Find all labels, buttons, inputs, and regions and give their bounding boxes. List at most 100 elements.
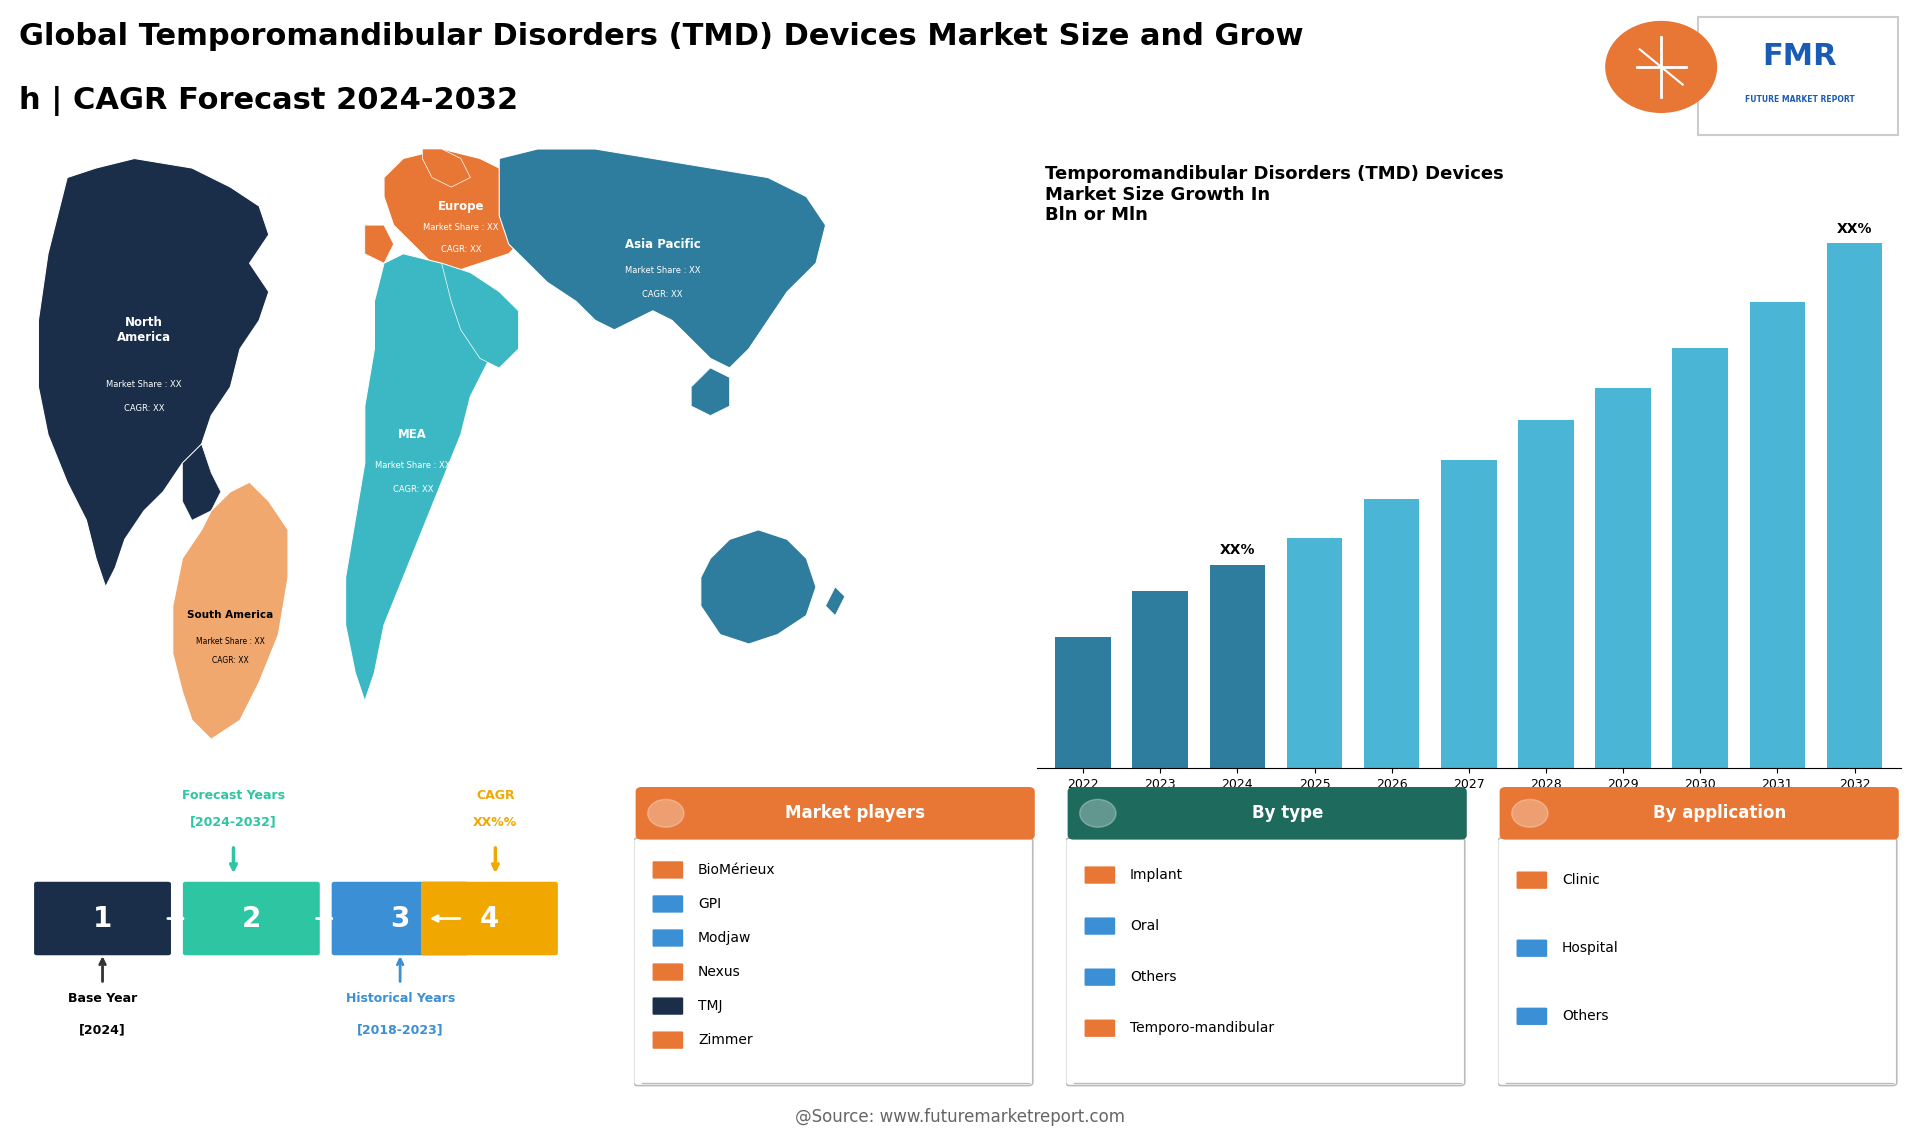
Bar — [1286, 539, 1342, 768]
FancyBboxPatch shape — [653, 997, 684, 1014]
Text: XX%: XX% — [1837, 222, 1872, 236]
Text: BioMérieux: BioMérieux — [699, 863, 776, 877]
Bar — [1672, 348, 1728, 768]
Text: Market players: Market players — [785, 804, 925, 823]
Text: By application: By application — [1653, 804, 1786, 823]
FancyBboxPatch shape — [1517, 871, 1548, 889]
Polygon shape — [365, 225, 394, 264]
Text: TMJ: TMJ — [699, 999, 722, 1013]
FancyBboxPatch shape — [1517, 1007, 1548, 1025]
Polygon shape — [691, 368, 730, 416]
Text: Base Year: Base Year — [67, 992, 136, 1005]
Text: CAGR: XX: CAGR: XX — [123, 403, 165, 413]
Polygon shape — [173, 482, 288, 739]
Text: Others: Others — [1131, 971, 1177, 984]
Text: South America: South America — [188, 611, 273, 620]
Text: Market Share : XX: Market Share : XX — [374, 461, 451, 470]
Bar — [1596, 387, 1651, 768]
Text: Nexus: Nexus — [699, 965, 741, 979]
FancyBboxPatch shape — [1697, 16, 1897, 135]
Text: h | CAGR Forecast 2024-2032: h | CAGR Forecast 2024-2032 — [19, 86, 518, 117]
FancyBboxPatch shape — [636, 787, 1035, 840]
FancyBboxPatch shape — [1085, 918, 1116, 935]
Bar — [1749, 303, 1805, 768]
FancyBboxPatch shape — [182, 881, 321, 956]
FancyBboxPatch shape — [653, 929, 684, 947]
Polygon shape — [499, 149, 826, 368]
Text: FUTURE MARKET REPORT: FUTURE MARKET REPORT — [1745, 95, 1855, 104]
Circle shape — [1079, 800, 1116, 827]
Text: Temporomandibular Disorders (TMD) Devices
Market Size Growth In
Bln or Mln: Temporomandibular Disorders (TMD) Device… — [1044, 165, 1503, 225]
Text: CAGR: XX: CAGR: XX — [392, 485, 434, 494]
Polygon shape — [442, 264, 518, 368]
FancyBboxPatch shape — [332, 881, 468, 956]
FancyBboxPatch shape — [420, 881, 559, 956]
Text: Modjaw: Modjaw — [699, 931, 751, 945]
Bar — [1519, 421, 1574, 768]
Text: CAGR: XX: CAGR: XX — [641, 290, 684, 299]
FancyBboxPatch shape — [35, 881, 171, 956]
Text: CAGR: XX: CAGR: XX — [440, 245, 482, 253]
Text: [2024]: [2024] — [79, 1023, 127, 1036]
Polygon shape — [701, 529, 816, 644]
FancyBboxPatch shape — [1068, 787, 1467, 840]
Polygon shape — [826, 587, 845, 615]
Text: Clinic: Clinic — [1563, 873, 1599, 887]
Text: Hospital: Hospital — [1563, 941, 1619, 956]
Text: Global Temporomandibular Disorders (TMD) Devices Market Size and Grow: Global Temporomandibular Disorders (TMD)… — [19, 22, 1304, 52]
FancyBboxPatch shape — [653, 862, 684, 879]
Text: Europe: Europe — [438, 199, 484, 213]
Circle shape — [1511, 800, 1548, 827]
Polygon shape — [182, 445, 221, 520]
Text: 4: 4 — [480, 904, 499, 933]
Polygon shape — [346, 253, 499, 701]
Polygon shape — [384, 149, 538, 273]
Circle shape — [1605, 22, 1716, 112]
Polygon shape — [422, 149, 470, 187]
FancyBboxPatch shape — [653, 964, 684, 981]
Text: @Source: www.futuremarketreport.com: @Source: www.futuremarketreport.com — [795, 1108, 1125, 1127]
FancyBboxPatch shape — [653, 1031, 684, 1049]
Bar — [1363, 499, 1419, 768]
Bar — [1210, 565, 1265, 768]
Text: Market Share : XX: Market Share : XX — [624, 266, 701, 275]
Bar — [1056, 637, 1112, 768]
FancyBboxPatch shape — [1085, 968, 1116, 986]
Text: CAGR: XX: CAGR: XX — [211, 657, 250, 665]
Text: Zimmer: Zimmer — [699, 1034, 753, 1047]
Text: Temporo-mandibular: Temporo-mandibular — [1131, 1021, 1275, 1035]
Text: 1: 1 — [92, 904, 111, 933]
Text: Oral: Oral — [1131, 919, 1160, 933]
Text: Implant: Implant — [1131, 868, 1183, 882]
Text: North
America: North America — [117, 316, 171, 344]
Text: XX%%: XX%% — [472, 816, 518, 829]
FancyBboxPatch shape — [1500, 787, 1899, 840]
Text: Asia Pacific: Asia Pacific — [624, 237, 701, 251]
Text: Market Share : XX: Market Share : XX — [422, 223, 499, 231]
Text: MEA: MEA — [397, 429, 428, 441]
Bar — [1133, 591, 1188, 768]
Bar — [1442, 460, 1496, 768]
Text: [2018-2023]: [2018-2023] — [357, 1023, 444, 1036]
FancyBboxPatch shape — [634, 838, 1033, 1085]
FancyBboxPatch shape — [1498, 838, 1897, 1085]
Text: [2024-2032]: [2024-2032] — [190, 816, 276, 829]
Circle shape — [647, 800, 684, 827]
Text: Others: Others — [1563, 1010, 1609, 1023]
FancyBboxPatch shape — [1085, 1020, 1116, 1037]
FancyBboxPatch shape — [1517, 940, 1548, 957]
Text: 3: 3 — [390, 904, 409, 933]
Text: Market Share : XX: Market Share : XX — [106, 380, 182, 388]
Text: CAGR: CAGR — [476, 788, 515, 801]
Text: Forecast Years: Forecast Years — [182, 788, 284, 801]
Text: 2: 2 — [242, 904, 261, 933]
Text: FMR: FMR — [1763, 41, 1837, 71]
Text: By type: By type — [1252, 804, 1323, 823]
FancyBboxPatch shape — [1085, 866, 1116, 884]
Polygon shape — [38, 158, 269, 587]
Text: Market Share : XX: Market Share : XX — [196, 637, 265, 646]
Text: Historical Years: Historical Years — [346, 992, 455, 1005]
Text: XX%: XX% — [1219, 543, 1256, 557]
Bar — [1826, 243, 1882, 768]
FancyBboxPatch shape — [653, 895, 684, 912]
